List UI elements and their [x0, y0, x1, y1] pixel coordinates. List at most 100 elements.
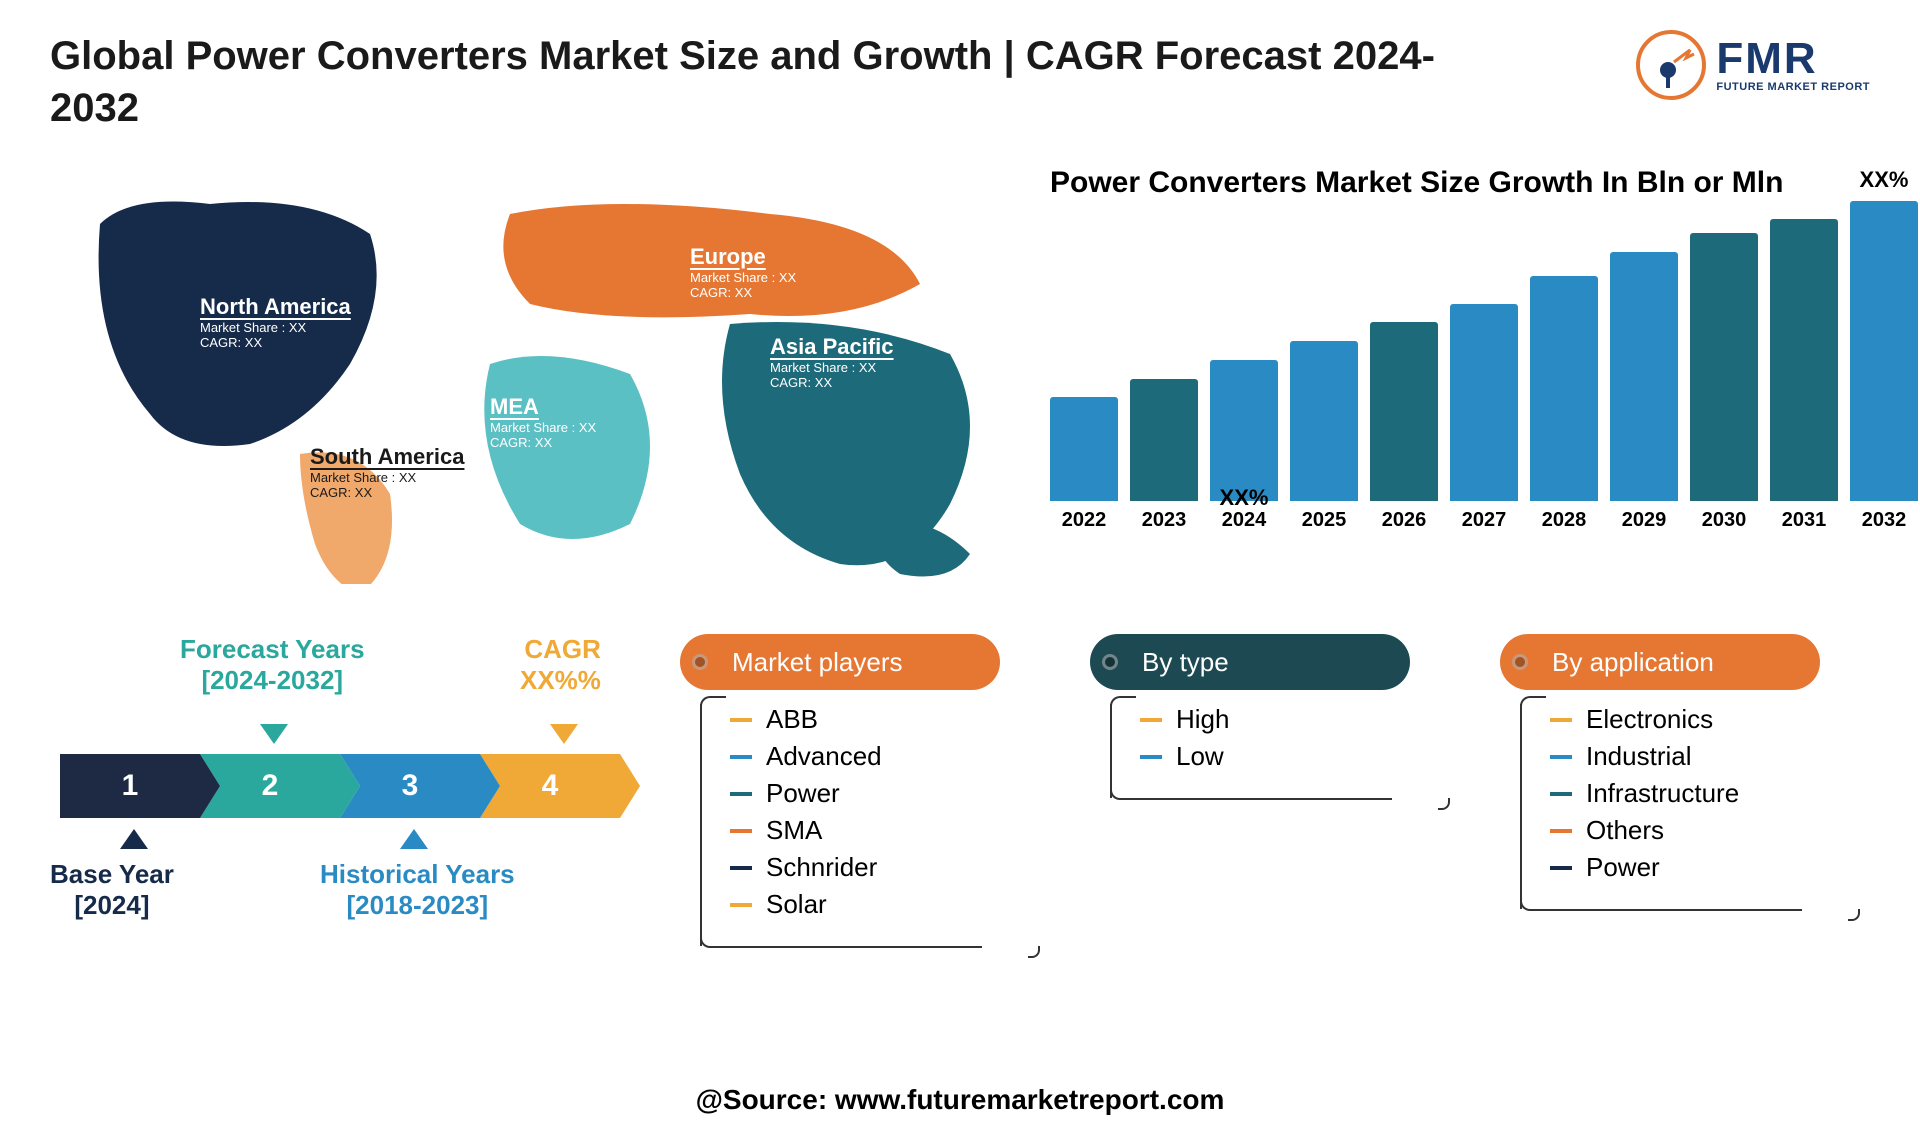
bar-annotation: XX%: [1220, 485, 1269, 511]
tick-icon: [730, 866, 752, 870]
pointer-up-icon: [260, 724, 288, 744]
region-label: North America Market Share : XX CAGR: XX: [200, 294, 351, 350]
bar-year-label: 2031: [1782, 509, 1827, 532]
category-header-label: Market players: [732, 647, 903, 678]
category-item-label: ABB: [766, 704, 818, 735]
category-item: Others: [1550, 815, 1870, 846]
category-item: SMA: [730, 815, 1050, 846]
category-item: Electronics: [1550, 704, 1870, 735]
tl-base-label: Base Year [2024]: [50, 859, 174, 921]
category-item-label: Industrial: [1586, 741, 1692, 772]
dot-icon: [692, 654, 708, 670]
chart-bar: [1450, 304, 1518, 501]
timeline-segment: 4: [480, 754, 620, 818]
tl-cagr-label: CAGR XX%%: [520, 634, 601, 696]
bar-year-label: 2032: [1862, 509, 1907, 532]
bar-wrap: 2028: [1530, 276, 1598, 532]
region-name: MEA: [490, 394, 596, 420]
tl-base-sub: [2024]: [74, 890, 149, 920]
tick-icon: [730, 792, 752, 796]
tick-icon: [730, 829, 752, 833]
category: By type High Low: [1090, 634, 1460, 946]
bar-annotation: XX%: [1860, 167, 1909, 193]
chart-bar: [1050, 397, 1118, 500]
bar-wrap: 2027: [1450, 304, 1518, 532]
fmr-logo: FMR FUTURE MARKET REPORT: [1636, 30, 1870, 100]
category-item-label: Schnrider: [766, 852, 877, 883]
dot-icon: [1102, 654, 1118, 670]
chart-title: Power Converters Market Size Growth In B…: [1050, 164, 1918, 202]
region-share: Market Share : XX: [770, 360, 894, 375]
pointer-up-icon: [550, 724, 578, 744]
category-item-label: Power: [1586, 852, 1660, 883]
category: Market players ABB Advanced Power SMA Sc…: [680, 634, 1050, 946]
bar-year-label: 2025: [1302, 509, 1347, 532]
bar-year-label: 2030: [1702, 509, 1747, 532]
timeline: Forecast Years [2024-2032] CAGR XX%% 123…: [50, 634, 650, 934]
bar-wrap: 2030: [1690, 233, 1758, 531]
category-item-label: Infrastructure: [1586, 778, 1739, 809]
region-share: Market Share : XX: [490, 420, 596, 435]
bar-year-label: 2022: [1062, 509, 1107, 532]
bar-wrap: XX% 2032: [1850, 201, 1918, 532]
region-cagr: CAGR: XX: [490, 435, 596, 450]
source-text: @Source: www.futuremarketreport.com: [696, 1084, 1225, 1116]
bar-year-label: 2026: [1382, 509, 1427, 532]
category-item-label: Advanced: [766, 741, 882, 772]
tick-icon: [1550, 718, 1572, 722]
tick-icon: [1140, 718, 1162, 722]
category-item-label: Low: [1176, 741, 1224, 772]
category-header-label: By application: [1552, 647, 1714, 678]
category-bracket: High Low: [1110, 704, 1460, 798]
category-item-label: Others: [1586, 815, 1664, 846]
category-item: Power: [730, 778, 1050, 809]
category-item-label: Power: [766, 778, 840, 809]
tl-forecast-label: Forecast Years [2024-2032]: [180, 634, 365, 696]
categories: Market players ABB Advanced Power SMA Sc…: [680, 634, 1870, 946]
tick-icon: [1140, 755, 1162, 759]
category-item: Solar: [730, 889, 1050, 920]
chart-bar: [1130, 379, 1198, 501]
category: By application Electronics Industrial In…: [1500, 634, 1870, 946]
bar-year-label: 2024: [1222, 509, 1267, 532]
tl-forecast-sub: [2024-2032]: [201, 665, 343, 695]
bar-year-label: 2028: [1542, 509, 1587, 532]
region-label: MEA Market Share : XX CAGR: XX: [490, 394, 596, 450]
dot-icon: [1512, 654, 1528, 670]
category-item-label: SMA: [766, 815, 822, 846]
chart-bar: [1530, 276, 1598, 501]
fmr-logo-text: FMR FUTURE MARKET REPORT: [1716, 37, 1870, 93]
tl-forecast-title: Forecast Years: [180, 634, 365, 664]
chart-bar: [1610, 252, 1678, 500]
chart-bar: [1850, 201, 1918, 501]
page-title: Global Power Converters Market Size and …: [50, 30, 1450, 134]
tick-icon: [1550, 755, 1572, 759]
tl-base-title: Base Year: [50, 859, 174, 889]
tick-icon: [730, 903, 752, 907]
region-cagr: CAGR: XX: [200, 335, 351, 350]
region-name: North America: [200, 294, 351, 320]
tl-hist-title: Historical Years: [320, 859, 515, 889]
region-cagr: CAGR: XX: [770, 375, 894, 390]
category-item: Infrastructure: [1550, 778, 1870, 809]
category-item: Low: [1140, 741, 1460, 772]
category-item: Industrial: [1550, 741, 1870, 772]
region-share: Market Share : XX: [200, 320, 351, 335]
chart-bar: [1770, 219, 1838, 500]
bar-year-label: 2023: [1142, 509, 1187, 532]
tick-icon: [1550, 866, 1572, 870]
chart-bar: [1290, 341, 1358, 500]
bar-year-label: 2029: [1622, 509, 1667, 532]
chart-bar: [1370, 322, 1438, 500]
tl-hist-label: Historical Years [2018-2023]: [320, 859, 515, 921]
category-header: By application: [1500, 634, 1820, 690]
logo-sub-text: FUTURE MARKET REPORT: [1716, 81, 1870, 93]
tl-cagr-title: CAGR: [524, 634, 601, 664]
chart-bars: 2022 2023 XX% 2024 2025 2026 2027 2028 20…: [1050, 212, 1918, 532]
timeline-segment: 3: [340, 754, 480, 818]
timeline-bar: 1234: [60, 754, 620, 818]
region-label: Asia Pacific Market Share : XX CAGR: XX: [770, 334, 894, 390]
timeline-segment: 2: [200, 754, 340, 818]
category-item: Power: [1550, 852, 1870, 883]
chart-bar: [1210, 360, 1278, 501]
